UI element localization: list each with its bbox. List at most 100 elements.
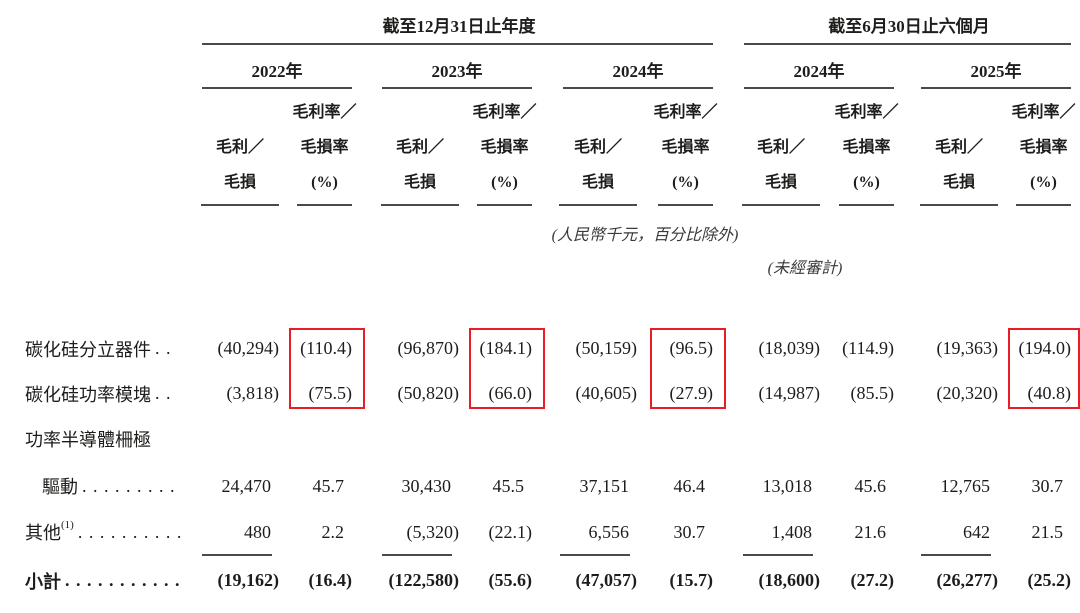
subtotal-top-rule bbox=[382, 554, 452, 556]
data-cell: (3,818) bbox=[226, 383, 280, 403]
data-cell: 30.7 bbox=[673, 521, 706, 542]
highlight-box-margin-2025h1 bbox=[1008, 328, 1080, 409]
data-cell: (50,820) bbox=[397, 383, 460, 403]
col-header-gross-profit-5: 毛利／ 毛損 bbox=[934, 139, 983, 191]
subtotal-cell: (55.6) bbox=[488, 570, 533, 590]
subtotal-cell: (47,057) bbox=[575, 570, 638, 590]
interim-group-rule bbox=[744, 43, 1071, 45]
subcol-rule bbox=[742, 204, 820, 206]
data-cell bbox=[451, 416, 524, 461]
subcol-rule bbox=[201, 204, 279, 206]
data-cell bbox=[990, 416, 1063, 461]
data-cell: (75.5) bbox=[308, 383, 353, 403]
data-cell: 45.6 bbox=[854, 475, 887, 496]
year-rule-2024 bbox=[563, 87, 713, 89]
year-col-2024: 2024年 bbox=[612, 62, 664, 81]
row-label-subtotal: 小計. . . . . . . . . . . bbox=[25, 570, 181, 592]
data-cell: (184.1) bbox=[479, 338, 533, 358]
subcol-rule bbox=[477, 204, 532, 206]
data-cell: (194.0) bbox=[1018, 338, 1072, 358]
data-cell: 13,018 bbox=[762, 475, 813, 496]
subtotal-top-rule bbox=[560, 554, 630, 556]
data-cell: (27.9) bbox=[669, 383, 714, 403]
data-cell: (114.9) bbox=[842, 338, 894, 358]
data-cell: 21.6 bbox=[854, 521, 887, 542]
data-cell: (110.4) bbox=[300, 338, 352, 358]
subcol-rule bbox=[297, 204, 352, 206]
data-cell: 24,470 bbox=[221, 475, 272, 496]
subcol-rule bbox=[839, 204, 894, 206]
data-cell: (85.5) bbox=[850, 383, 895, 403]
data-cell: 642 bbox=[963, 521, 990, 542]
highlight-box-margin-2023 bbox=[469, 328, 545, 409]
data-cell bbox=[629, 416, 705, 461]
period-group-interim-title: 截至6月30日止六個月 bbox=[828, 17, 990, 36]
subtotal-cell: (19,162) bbox=[217, 570, 280, 590]
subtotal-cell: (27.2) bbox=[850, 570, 895, 590]
highlight-box-margin-2022 bbox=[289, 328, 365, 409]
col-header-gross-profit-3: 毛利／ 毛損 bbox=[573, 139, 622, 191]
year-rule-2024-h1 bbox=[744, 87, 894, 89]
note-unaudited: (未經審計) bbox=[767, 260, 843, 277]
col-header-margin-5: 毛利率／ 毛損率 (%) bbox=[1011, 104, 1076, 191]
year-col-2022: 2022年 bbox=[251, 62, 303, 81]
footnote-marker: (1) bbox=[61, 519, 74, 531]
data-cell: (66.0) bbox=[488, 383, 533, 403]
data-cell: (20,320) bbox=[936, 383, 999, 403]
data-cell bbox=[886, 416, 990, 461]
subtotal-cell: (25.2) bbox=[1027, 570, 1072, 590]
annual-group-rule bbox=[202, 43, 713, 45]
data-cell: (50,159) bbox=[575, 338, 638, 358]
subcol-rule bbox=[381, 204, 459, 206]
subtotal-cell: (122,580) bbox=[388, 570, 460, 590]
data-cell: 37,151 bbox=[579, 475, 630, 496]
col-header-margin-2: 毛利率／ 毛損率 (%) bbox=[472, 104, 537, 191]
subtotal-cell: (15.7) bbox=[669, 570, 714, 590]
data-cell: (14,987) bbox=[758, 383, 821, 403]
subtotal-top-rule bbox=[743, 554, 813, 556]
year-rule-2022 bbox=[202, 87, 352, 89]
col-header-margin-4: 毛利率／ 毛損率 (%) bbox=[834, 104, 899, 191]
data-cell: (18,039) bbox=[758, 338, 821, 358]
col-header-margin-3: 毛利率／ 毛損率 (%) bbox=[653, 104, 718, 191]
data-cell: 2.2 bbox=[321, 521, 345, 542]
year-col-2023: 2023年 bbox=[431, 62, 483, 81]
data-cell: 21.5 bbox=[1031, 521, 1064, 542]
data-table: 碳化硅分立器件. . (40,294) (110.4) (96,870) (18… bbox=[0, 326, 1072, 603]
row-label-gate-driver-line1: 功率半導體柵極 bbox=[25, 429, 151, 450]
data-cell: 45.5 bbox=[492, 475, 525, 496]
note-units: (人民幣千元，百分比除外) bbox=[551, 227, 739, 244]
data-cell: 30,430 bbox=[401, 475, 452, 496]
data-cell: 45.7 bbox=[312, 475, 345, 496]
subtotal-cell: (26,277) bbox=[936, 570, 999, 590]
data-cell bbox=[812, 416, 886, 461]
data-cell: 30.7 bbox=[1031, 475, 1064, 496]
row-label-sic-module: 碳化硅功率模塊. . bbox=[25, 383, 172, 405]
subcol-rule bbox=[658, 204, 713, 206]
data-cell: 46.4 bbox=[673, 475, 706, 496]
data-cell: (40,294) bbox=[217, 338, 280, 358]
data-cell: 1,408 bbox=[771, 521, 813, 542]
subtotal-top-rule bbox=[202, 554, 272, 556]
data-cell bbox=[524, 416, 629, 461]
year-rule-2023 bbox=[382, 87, 532, 89]
data-cell: (96,870) bbox=[397, 338, 460, 358]
data-cell bbox=[705, 416, 812, 461]
col-header-gross-profit-2: 毛利／ 毛損 bbox=[395, 139, 444, 191]
year-col-2025-h1: 2025年 bbox=[970, 62, 1022, 81]
col-header-gross-profit-4: 毛利／ 毛損 bbox=[756, 139, 805, 191]
year-rule-2025-h1 bbox=[921, 87, 1071, 89]
highlight-box-margin-2024fy bbox=[650, 328, 726, 409]
row-label-gate-driver-line2: 驅動. . . . . . . . . bbox=[42, 475, 176, 498]
data-cell bbox=[202, 416, 271, 461]
data-cell: (40,605) bbox=[575, 383, 638, 403]
period-group-annual-title: 截至12月31日止年度 bbox=[382, 17, 536, 36]
row-label-others: 其他 (1). . . . . . . . . . bbox=[25, 519, 183, 544]
data-cell: 6,556 bbox=[588, 521, 630, 542]
subcol-rule bbox=[559, 204, 637, 206]
subtotal-cell: (18,600) bbox=[758, 570, 821, 590]
data-cell: (22.1) bbox=[488, 521, 533, 542]
data-cell bbox=[271, 416, 344, 461]
subcol-rule bbox=[920, 204, 998, 206]
